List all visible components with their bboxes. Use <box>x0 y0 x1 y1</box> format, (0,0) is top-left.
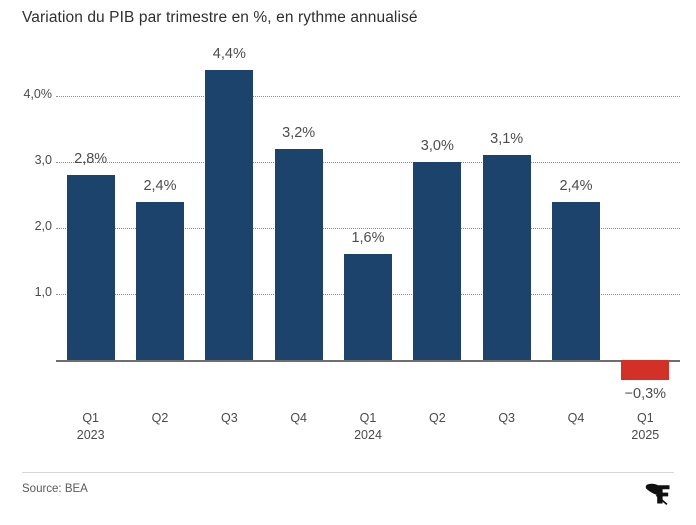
footer-divider <box>22 472 674 473</box>
x-axis-tick-label: Q4 <box>256 410 342 427</box>
bar-value-label: 4,4% <box>212 45 246 62</box>
gridline <box>56 96 680 97</box>
gridline <box>56 162 680 163</box>
bar[interactable] <box>344 254 392 360</box>
x-axis-tick-label: Q4 <box>533 410 619 427</box>
y-axis-tick-label: 4,0% <box>23 87 53 101</box>
x-axis-quarter-label: Q1 <box>636 411 654 425</box>
x-axis-year-label: 2025 <box>631 428 660 442</box>
y-axis-tick-label: 3,0 <box>34 153 52 167</box>
chart-plot-area: 4,0% 3,0 2,0 1,0 2,8% 2,4% 4,4% 3,2% 1,6% 3,0% 3,… <box>23 45 688 444</box>
x-axis-quarter-label: Q4 <box>567 411 585 425</box>
x-axis-quarter-label: Q4 <box>290 411 307 425</box>
bar[interactable] <box>136 201 184 360</box>
x-axis-tick-label: Q2 <box>394 410 480 427</box>
x-axis-quarter-label: Q2 <box>151 411 169 425</box>
bar[interactable] <box>205 69 254 360</box>
bar-value-label: 3,0% <box>420 138 454 154</box>
bar[interactable] <box>482 155 531 360</box>
source-note: Source: BEA <box>22 483 88 495</box>
y-axis-tick-label: 2,0 <box>34 219 52 233</box>
x-axis-tick-label: Q1 2025 <box>602 410 688 444</box>
x-axis-quarter-label: Q1 <box>359 411 377 425</box>
bar-value-label: 2,4% <box>559 177 593 194</box>
gridline <box>56 228 680 229</box>
bar-value-label: −0,3% <box>624 385 667 402</box>
x-axis-tick-label: Q2 <box>117 410 203 427</box>
x-axis-tick-label: Q3 <box>186 410 272 427</box>
bar[interactable] <box>413 162 462 360</box>
bar[interactable] <box>621 360 670 380</box>
x-axis-year-label: 2024 <box>354 428 382 442</box>
bar-value-label: 2,8% <box>74 151 108 168</box>
y-axis-tick-label: 1,0 <box>34 285 52 299</box>
le-figaro-logo <box>640 479 674 509</box>
bar-value-label: 2,4% <box>143 177 177 194</box>
x-axis-quarter-label: Q1 <box>82 411 99 425</box>
bar[interactable] <box>274 148 323 360</box>
bar-value-label: 3,1% <box>490 131 524 148</box>
x-axis-tick-label: Q1 2023 <box>48 410 134 444</box>
x-axis-baseline <box>56 360 680 362</box>
bar[interactable] <box>552 201 600 360</box>
page-title: Variation du PIB par trimestre en %, en … <box>22 9 418 26</box>
bar-value-label: 3,2% <box>282 124 316 141</box>
x-axis-quarter-label: Q3 <box>498 411 515 425</box>
x-axis-year-label: 2023 <box>76 428 105 442</box>
x-axis-tick-label: Q3 <box>464 410 550 427</box>
bar-value-label: 1,6% <box>351 230 385 247</box>
x-axis-quarter-label: Q3 <box>220 411 238 425</box>
bar[interactable] <box>66 175 115 360</box>
x-axis-tick-label: Q1 2024 <box>325 410 411 444</box>
x-axis-quarter-label: Q2 <box>428 411 446 425</box>
